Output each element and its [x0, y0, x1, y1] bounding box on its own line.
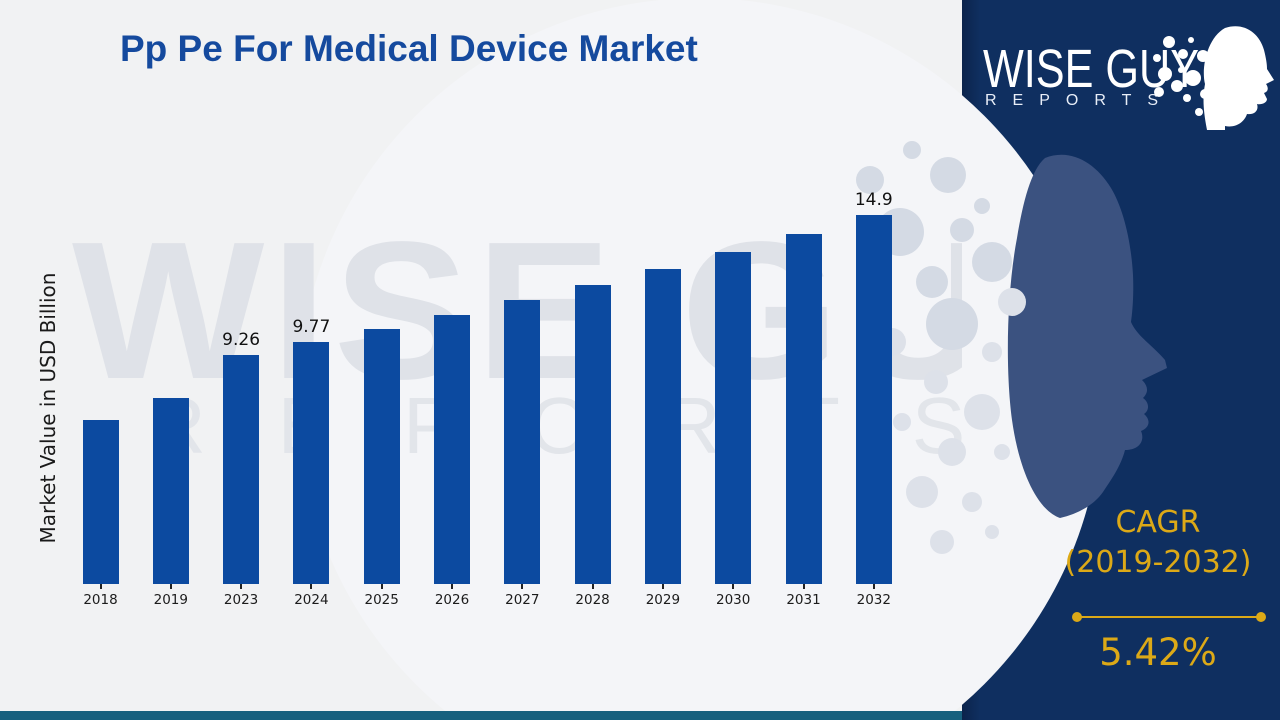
x-tick-label: 2025: [364, 592, 399, 608]
brand-logo: WISE GUY REPORTS: [975, 22, 1275, 130]
x-tick-label: 2018: [83, 592, 118, 608]
x-axis-tick: [591, 584, 594, 589]
x-axis-tick: [661, 584, 664, 589]
x-axis-tick: [872, 584, 875, 589]
bar: [152, 398, 189, 584]
bar: [434, 315, 470, 584]
bar-chart: Market Value in USD Billion 2018 2019 2023…: [36, 190, 893, 608]
cagr-label: CAGR: [1115, 505, 1201, 540]
logo-face-icon: [1153, 26, 1274, 130]
x-tick-label: 2030: [716, 592, 751, 608]
x-tick-label: 2029: [645, 592, 681, 608]
bar-value-label: 9.77: [292, 317, 331, 337]
bar: [855, 215, 892, 584]
watermark-reports-text: REPORTS: [148, 381, 962, 470]
x-tick-label: 2032: [856, 592, 891, 608]
y-axis-label: Market Value in USD Billion: [36, 272, 60, 544]
bar: [504, 300, 541, 584]
x-axis-tick: [240, 584, 243, 589]
bar: [363, 329, 400, 584]
footer-strip: [0, 711, 962, 720]
x-tick-label: 2027: [505, 592, 540, 608]
bar: [785, 234, 822, 584]
page-title: Pp Pe For Medical Device Market: [120, 28, 698, 69]
x-tick-label: 2028: [575, 592, 610, 608]
x-axis-tick: [169, 584, 172, 589]
bar: [644, 269, 681, 584]
x-axis-tick: [802, 584, 805, 589]
x-tick-label: 2026: [434, 592, 470, 608]
x-tick-label: 2024: [294, 592, 329, 608]
cagr-divider-line: [1072, 612, 1266, 622]
bar: [293, 342, 330, 584]
bar: [574, 285, 611, 584]
cagr-value: 5.42%: [1099, 631, 1217, 674]
x-axis-tick: [310, 584, 313, 589]
bar: [82, 420, 119, 584]
x-axis-tick: [451, 584, 453, 589]
bar: [223, 355, 260, 584]
bar-value-label: 14.9: [854, 190, 893, 210]
x-tick-label: 2023: [223, 592, 259, 608]
bar-value-label: 9.26: [222, 330, 261, 350]
x-axis-tick: [732, 584, 735, 589]
logo-reports-text: REPORTS: [985, 92, 1175, 109]
cagr-range: (2019-2032): [1064, 545, 1252, 580]
x-tick-label: 2019: [153, 592, 188, 608]
bar: [715, 252, 752, 584]
x-tick-label: 2031: [786, 592, 821, 608]
face-profile-silhouette: [1007, 154, 1167, 518]
x-axis-tick: [521, 584, 524, 589]
x-axis-tick: [380, 584, 383, 589]
x-axis-tick: [99, 584, 102, 589]
